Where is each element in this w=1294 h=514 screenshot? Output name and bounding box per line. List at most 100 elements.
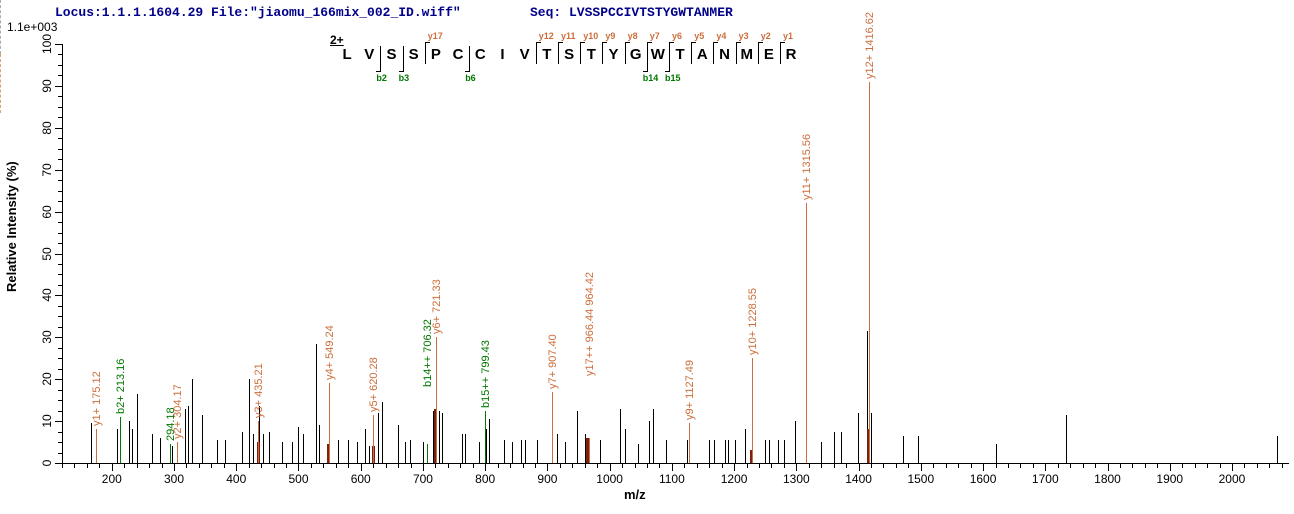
- y-minor-tick: [58, 180, 62, 182]
- x-minor-tick: [1207, 464, 1209, 468]
- sequence-residue: G: [629, 46, 642, 63]
- sequence-residue: T: [542, 46, 552, 63]
- x-minor-tick: [821, 464, 823, 468]
- y-major-tick: [55, 127, 62, 129]
- spectrum-peak: [378, 412, 380, 463]
- y-major-tick: [55, 253, 62, 255]
- x-minor-tick: [659, 464, 661, 468]
- spectrum-peak: [840, 431, 842, 463]
- y-minor-tick: [58, 201, 62, 203]
- y-major-tick: [55, 421, 62, 423]
- y-minor-tick: [58, 263, 62, 265]
- spectrum-peak: [995, 444, 997, 463]
- x-major-tick: [236, 464, 238, 471]
- sequence-residue: S: [386, 46, 397, 63]
- x-minor-tick: [1057, 464, 1059, 468]
- cleavage-bar: [580, 42, 582, 64]
- y-ion-peak: [806, 203, 808, 463]
- spectrum-peak: [687, 439, 689, 463]
- x-tick-label: 1000: [596, 472, 623, 486]
- x-minor-tick: [783, 464, 785, 468]
- sequence-residue: N: [719, 46, 730, 63]
- y-minor-tick: [58, 284, 62, 286]
- y-minor-tick: [58, 368, 62, 370]
- spectrum-peak: [248, 379, 250, 463]
- y-ion-peak: [373, 414, 375, 463]
- cleavage-bar: [424, 42, 426, 64]
- spectrum-peak: [242, 431, 244, 463]
- x-tick-label: 1200: [720, 472, 748, 486]
- y-ion-peak-label: y10+ 1228.55: [746, 288, 759, 356]
- y-ion-arm: [581, 42, 586, 43]
- x-minor-tick: [684, 464, 686, 468]
- x-minor-tick: [1070, 464, 1072, 468]
- spectrum-peak: [709, 439, 711, 463]
- spectrum-peak: [652, 408, 654, 463]
- x-tick-label: 700: [412, 472, 433, 486]
- b-ion-tag: b2: [376, 73, 387, 83]
- spectrum-peak: [432, 410, 434, 463]
- cleavage-bar: [713, 42, 715, 64]
- y-minor-tick: [58, 347, 62, 349]
- y-axis-title: Relative Intensity (%): [4, 161, 19, 292]
- y-ion-arm: [692, 42, 697, 43]
- y-ion-peak-label: y4+ 549.24: [324, 325, 337, 381]
- spectrum-peak: [744, 429, 746, 463]
- spectrum-peak: [117, 429, 119, 463]
- x-minor-tick: [335, 464, 337, 468]
- y-minor-tick: [58, 222, 62, 224]
- x-minor-tick: [1194, 464, 1196, 468]
- x-minor-tick: [1082, 464, 1084, 468]
- x-minor-tick: [460, 464, 462, 468]
- y-minor-tick: [58, 274, 62, 276]
- sequence-residue: R: [785, 46, 797, 63]
- x-tick-label: 1400: [845, 472, 872, 486]
- x-minor-tick: [497, 464, 499, 468]
- sequence-residue: C: [474, 46, 486, 63]
- x-minor-tick: [398, 464, 400, 468]
- x-tick-label: 300: [164, 472, 185, 486]
- y-major-tick: [55, 211, 62, 213]
- y-minor-tick: [58, 64, 62, 66]
- spectrum-peak: [1276, 435, 1278, 463]
- x-major-tick: [983, 464, 985, 471]
- x-tick-label: 1500: [907, 472, 935, 486]
- y-minor-tick: [58, 400, 62, 402]
- spectrum-peak: [292, 442, 294, 463]
- y-ion-arm: [536, 42, 541, 43]
- b-ion-arm: [376, 71, 381, 72]
- spectrum-peak: [833, 431, 835, 463]
- sequence-residue: L: [342, 46, 352, 63]
- spectrum-peak: [871, 412, 873, 463]
- x-minor-tick: [908, 464, 910, 468]
- spectrum-peak: [783, 439, 785, 463]
- x-major-tick: [422, 464, 424, 471]
- peak-label-layer: y1+ 175.12 b2+ 213.16 294.18 y2+ 304.17 y3+ …: [0, 0, 876, 463]
- x-major-tick: [1107, 464, 1109, 471]
- spectrum-peak: [600, 439, 602, 463]
- spectrum-peak: [485, 429, 487, 463]
- spectrum-peak: [917, 435, 919, 463]
- spectrum-peak: [649, 421, 651, 463]
- y-ion-arm: [625, 42, 630, 43]
- x-minor-tick: [771, 464, 773, 468]
- x-major-tick: [485, 464, 487, 471]
- b-ion-arm: [642, 71, 647, 72]
- y-minor-tick: [58, 96, 62, 98]
- x-minor-tick: [1256, 464, 1258, 468]
- spectrum-peak: [521, 439, 523, 463]
- x-major-tick: [734, 464, 736, 471]
- x-minor-tick: [522, 464, 524, 468]
- spectrum-peak: [821, 442, 823, 463]
- spectrum-peak-overlap: [749, 450, 753, 463]
- b-ion-peak: [119, 416, 121, 463]
- spectrum-peak: [665, 439, 667, 463]
- spectrum-peak: [465, 433, 467, 463]
- x-minor-tick: [211, 464, 213, 468]
- y-ion-tag: y2: [760, 31, 771, 41]
- y-tick-label: 60: [40, 204, 54, 219]
- y-tick-label: 20: [40, 372, 54, 386]
- x-minor-tick: [1281, 464, 1283, 468]
- spectrum-peak: [315, 343, 317, 463]
- y-axis-line: [62, 44, 63, 464]
